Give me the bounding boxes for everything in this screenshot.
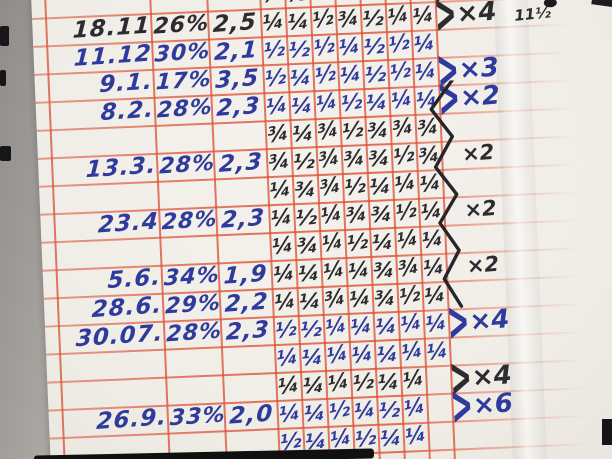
fraction-cell: ¼ <box>291 120 314 147</box>
fraction-cell: ½ <box>288 36 310 63</box>
fraction-cell: ½ <box>361 5 384 32</box>
fraction-cell: ¼ <box>286 8 309 35</box>
percent-cell: 28% <box>165 318 223 348</box>
fraction-cell: ¼ <box>290 92 313 119</box>
fraction-cell: ½ <box>295 204 318 231</box>
multiplier-label: ×2 <box>459 80 502 114</box>
photo-edge-mark <box>0 70 6 86</box>
fraction-cell: ¼ <box>289 64 312 91</box>
fraction-cell: ¼ <box>375 341 398 368</box>
value-cell: 2,5 <box>212 8 258 38</box>
fraction-cell: ¾ <box>372 257 395 284</box>
fraction-cell: ¼ <box>298 288 321 315</box>
fraction-cell: ¼ <box>374 313 397 340</box>
value-cell: 2,3 <box>220 204 266 234</box>
fraction-cell: ¾ <box>370 201 392 228</box>
fraction-cell: ¼ <box>403 420 428 451</box>
fraction-cell: ¼ <box>297 260 320 287</box>
percent-cell: 26% <box>152 10 210 40</box>
fraction-cell: ¼ <box>377 369 399 396</box>
fraction-cell: ¾ <box>293 176 316 203</box>
fraction-cell: ¼ <box>425 337 449 366</box>
percent-cell: 30% <box>153 38 212 68</box>
fraction-cell: ¼ <box>303 400 326 427</box>
percent-cell: 28% <box>156 94 214 124</box>
percent-cell: 29% <box>164 290 222 320</box>
fraction-cell: ½ <box>364 61 387 88</box>
fraction-cell: ½ <box>363 33 385 60</box>
value-cell: 2,3 <box>215 92 262 122</box>
fraction-cell: ¾ <box>367 145 390 172</box>
fraction-cell: ½ <box>292 148 315 175</box>
fraction-cell: ¼ <box>379 425 402 452</box>
multiplier-label: ×4 <box>468 304 511 338</box>
value-cell: 2,1 <box>213 36 259 66</box>
multiplier-annotation: > ×6 <box>448 375 515 439</box>
fraction-cell: ¾ <box>296 232 319 259</box>
fraction-cell: ¼ <box>371 229 394 256</box>
value-cell: 2,3 <box>225 316 271 346</box>
value-cell: 2,2 <box>224 288 270 318</box>
value-cell: 2,3 <box>218 148 264 178</box>
multiplier-label: ×6 <box>471 388 515 422</box>
percent-cell: 28% <box>160 206 219 236</box>
value-cell: 3,5 <box>214 64 260 94</box>
value-cell: 1,9 <box>222 260 269 290</box>
percent-cell: 17% <box>155 66 213 96</box>
photo-edge-mark <box>0 26 9 46</box>
multiplier-annotation: > ×4 <box>432 0 498 47</box>
photo-edge-corner <box>602 419 612 445</box>
zigzag-bracket <box>429 79 464 308</box>
paper-sheet: ¼½¾¾¼¾¾>18.1126%2,5¼¼½¾½¼¼>×411.1230%2,1… <box>30 0 612 459</box>
percent-cell: 28% <box>158 150 216 180</box>
photo-edge-mark <box>0 146 11 161</box>
percent-cell: 34% <box>163 262 221 292</box>
percent-cell: 33% <box>169 402 227 432</box>
fraction-cell: ¼ <box>300 344 323 371</box>
fraction-cell: ¼ <box>368 173 391 200</box>
fraction-cell: ½ <box>378 397 401 424</box>
fraction-cell: ¾ <box>366 117 389 144</box>
multiplier-label: ×4 <box>455 0 498 30</box>
fraction-cell: ¼ <box>302 372 325 399</box>
fraction-cell: ¼ <box>365 89 388 116</box>
fraction-cell: ½ <box>299 316 322 343</box>
fraction-cell: ¾ <box>373 285 396 312</box>
value-cell: 2,0 <box>228 400 274 430</box>
